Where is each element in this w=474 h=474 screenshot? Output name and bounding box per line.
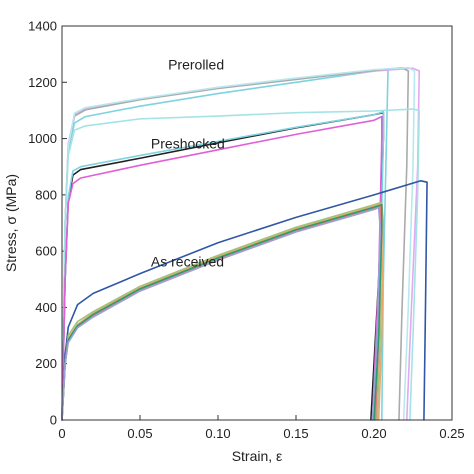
series-line-as-received-9 [61,202,385,421]
x-tick-label: 0.10 [205,426,230,441]
x-tick-label: 0.20 [361,426,386,441]
series-line-prerolled-2 [61,66,410,421]
x-tick-label: 0.25 [439,426,464,441]
y-axis-ticks: 0 200 400 600 800 1000 1200 1400 [28,19,67,428]
annotations: Prerolled Preshocked As received [151,57,225,270]
series-line-preshocked-7 [61,115,383,421]
x-tick-label: 0 [58,426,65,441]
series-line-prerolled-4 [61,108,421,421]
annotation-preshocked: Preshocked [151,135,225,151]
y-tick-label: 800 [35,187,57,202]
plot-frame [61,25,453,421]
y-axis-title: Stress, σ (MPa) [3,174,19,272]
series-line-prerolled-3 [61,66,416,421]
y-tick-label: 600 [35,244,57,259]
annotation-as-received: As received [151,254,224,270]
series-line-as-received-13 [61,206,382,421]
series-line-preshocked-6 [61,111,385,421]
y-tick-label: 0 [50,413,57,428]
y-tick-label: 1200 [28,75,57,90]
y-tick-label: 400 [35,300,57,315]
series-layer [61,66,428,421]
x-tick-label: 0.15 [283,426,308,441]
series-line-prerolled-0 [61,67,389,421]
y-tick-label: 1000 [28,131,57,146]
x-tick-label: 0.05 [127,426,152,441]
y-tick-label: 1400 [28,19,57,34]
series-line-as-received-12 [61,203,383,421]
x-axis-title: Strain, ε [232,448,283,464]
series-line-as-received-11 [61,205,383,421]
series-line-as-received-8 [61,179,428,421]
series-line-as-received-10 [61,201,383,421]
y-tick-label: 200 [35,356,57,371]
annotation-prerolled: Prerolled [168,57,224,73]
